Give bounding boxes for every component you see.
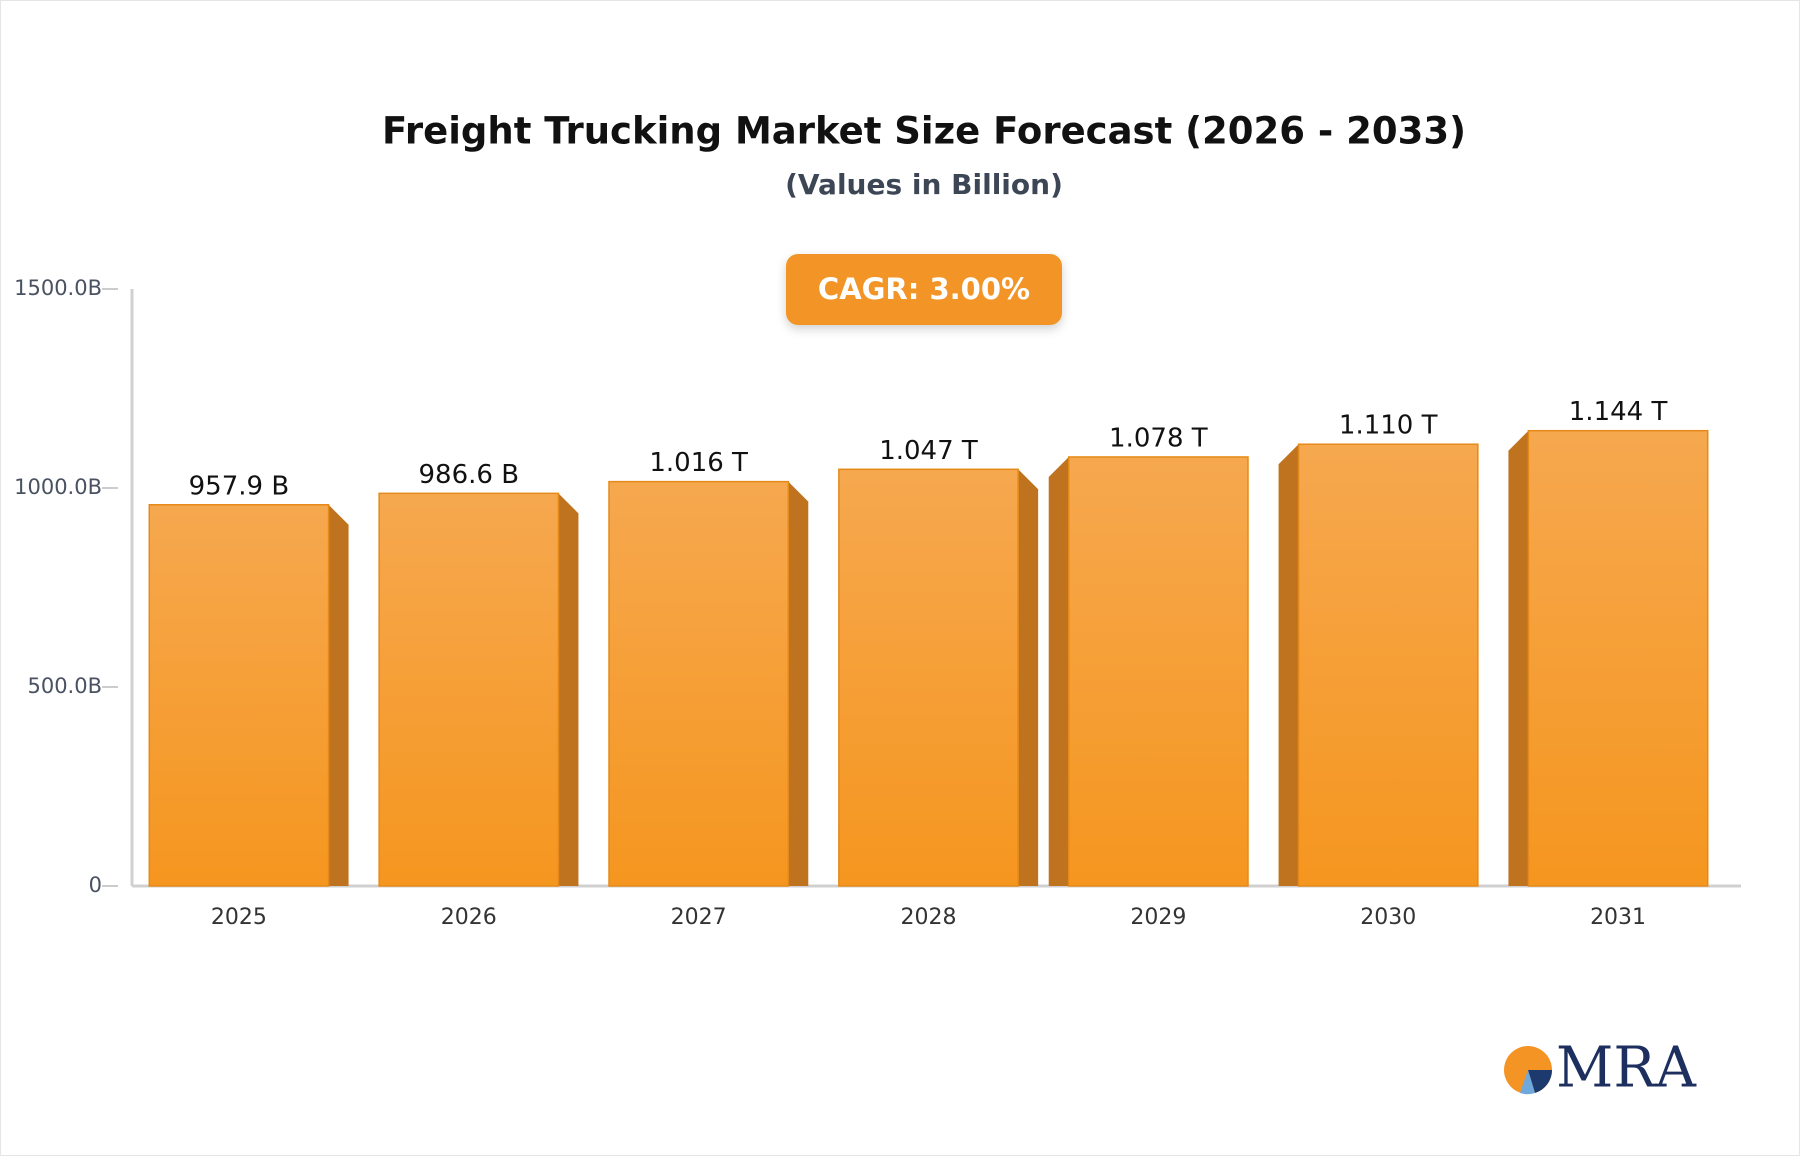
bar <box>148 504 330 887</box>
bar <box>1067 456 1249 887</box>
value-label: 1.016 T <box>649 448 748 478</box>
bar <box>838 468 1019 887</box>
bar-side <box>1278 444 1299 886</box>
logo-text: MRA <box>1556 1036 1697 1101</box>
bar-side <box>1048 456 1069 886</box>
y-tick-label: 1500.0B <box>14 276 102 300</box>
value-label: 1.047 T <box>879 436 978 466</box>
bar <box>1527 429 1709 887</box>
y-tick-label: 1000.0B <box>14 475 102 499</box>
bar-side <box>788 481 809 886</box>
x-tick-label: 2029 <box>1130 905 1186 930</box>
x-tick-label: 2025 <box>211 905 267 930</box>
x-tick-label: 2027 <box>671 905 727 930</box>
x-tick-label: 2028 <box>901 905 957 930</box>
plot: 0 500.0B 1000.0B 1500.0B 2025 957.9 B 2026 986.… <box>14 276 1741 930</box>
value-label: 957.9 B <box>189 471 290 501</box>
chart-title: Freight Trucking Market Size Forecast (2… <box>382 110 1466 153</box>
bar <box>1297 443 1479 887</box>
logo-slice <box>1528 1070 1552 1093</box>
bar-side <box>558 493 579 886</box>
logo-slice <box>1520 1070 1535 1095</box>
bar-side <box>328 504 349 886</box>
cagr-text: CAGR: 3.00% <box>818 272 1030 306</box>
bar-side <box>1018 469 1039 886</box>
value-label: 1.144 T <box>1569 397 1668 427</box>
bar <box>608 480 790 887</box>
cagr-badge: CAGR: 3.00% <box>786 254 1062 325</box>
y-tick-label: 0 <box>89 873 102 897</box>
x-tick-label: 2030 <box>1360 905 1416 930</box>
cagr-box <box>786 254 1062 325</box>
logo: MRA <box>1504 1036 1697 1101</box>
x-tick-label: 2026 <box>441 905 497 930</box>
value-label: 986.6 B <box>419 460 520 490</box>
chart-subtitle: (Values in Billion) <box>785 168 1063 201</box>
bar <box>378 492 560 887</box>
value-label: 1.110 T <box>1339 411 1438 441</box>
value-label: 1.078 T <box>1109 423 1208 453</box>
y-tick-label: 500.0B <box>27 674 102 698</box>
x-tick-label: 2031 <box>1590 905 1646 930</box>
bar-side <box>1508 430 1529 886</box>
